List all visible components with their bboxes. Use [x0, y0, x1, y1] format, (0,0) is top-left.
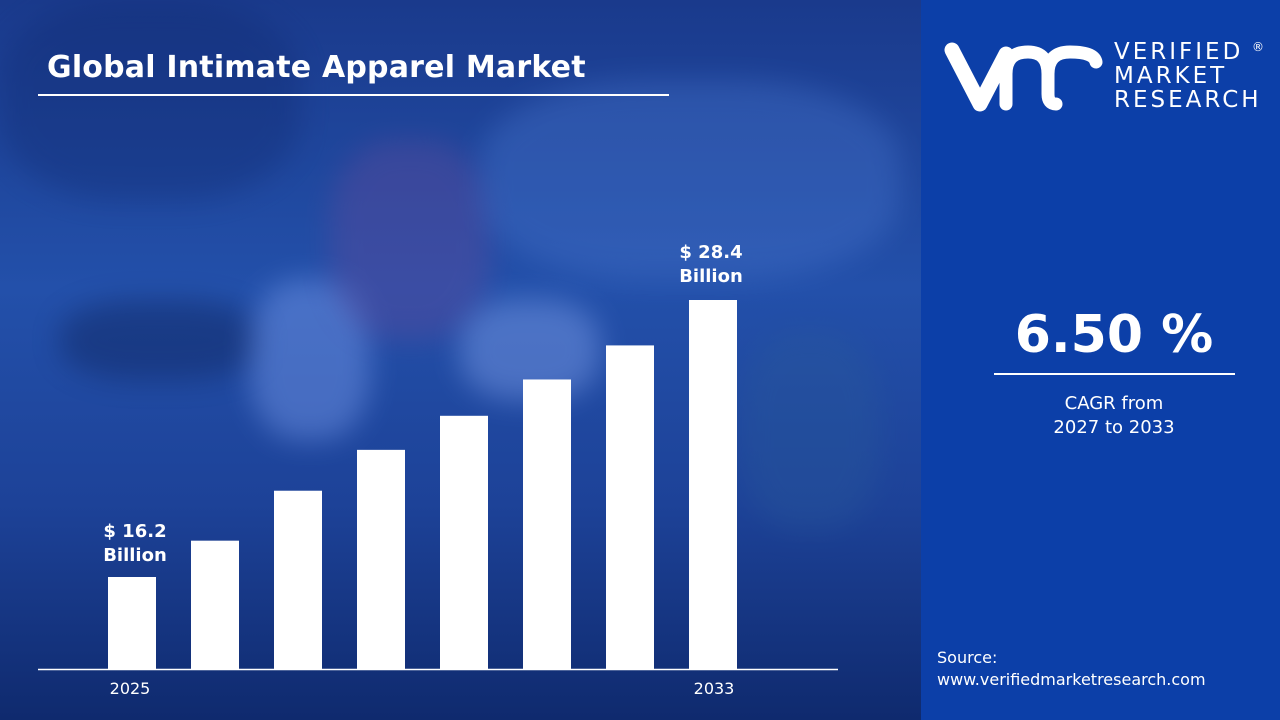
- x-tick-2033: 2033: [694, 679, 735, 698]
- data-label-2033-value: $ 28.4: [679, 242, 742, 263]
- brand-name: VERIFIED MARKET RESEARCH: [1114, 40, 1262, 112]
- bar-2033: [689, 300, 737, 669]
- cagr-value: 6.50 %: [1014, 305, 1214, 365]
- bar-2030: [523, 379, 571, 669]
- bar-2025: [108, 577, 156, 669]
- vmr-logo-icon: [944, 42, 1103, 112]
- cagr-label-line1: CAGR from: [1064, 393, 1164, 414]
- data-label-2025-value: $ 16.2: [103, 521, 166, 542]
- bar-2031: [606, 345, 654, 669]
- registered-mark: ®: [1252, 40, 1264, 54]
- brand-line-3: RESEARCH: [1114, 87, 1262, 113]
- x-tick-2025: 2025: [110, 679, 151, 698]
- data-label-2025-unit: Billion: [103, 545, 167, 566]
- cagr-label: CAGR from 2027 to 2033: [994, 392, 1234, 440]
- cagr-divider: [994, 373, 1235, 375]
- bar-2028: [357, 449, 405, 669]
- source: Source: www.verifiedmarketresearch.com: [937, 647, 1206, 691]
- chart-title: Global Intimate Apparel Market: [47, 50, 586, 85]
- brand-line-1: VERIFIED: [1114, 39, 1244, 65]
- source-url[interactable]: www.verifiedmarketresearch.com: [937, 670, 1206, 689]
- bar-2029: [440, 415, 488, 669]
- source-label: Source:: [937, 648, 998, 667]
- cagr-label-line2: 2027 to 2033: [1053, 417, 1175, 438]
- bar-2026: [191, 540, 239, 669]
- brand-line-2: MARKET: [1114, 63, 1228, 89]
- title-underline: [38, 94, 669, 96]
- right-panel: [921, 0, 1280, 720]
- data-label-2033-unit: Billion: [679, 266, 743, 287]
- bar-chart: $ 16.2 Billion $ 28.4 Billion 2025 2033: [0, 0, 921, 720]
- bar-2027: [274, 490, 322, 669]
